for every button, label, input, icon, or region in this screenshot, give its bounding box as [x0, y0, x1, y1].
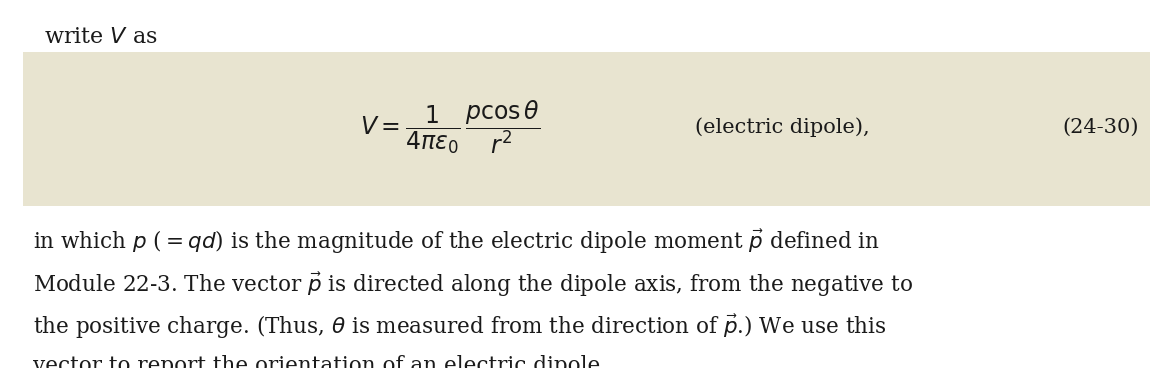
Text: (24-30): (24-30) — [1063, 117, 1139, 137]
Text: vector to report the orientation of an electric dipole.: vector to report the orientation of an e… — [33, 355, 606, 368]
Text: write $\mathit{V}$ as: write $\mathit{V}$ as — [44, 26, 158, 48]
Text: the positive charge. (Thus, $\theta$ is measured from the direction of $\vec{p}$: the positive charge. (Thus, $\theta$ is … — [33, 313, 887, 341]
Text: (electric dipole),: (electric dipole), — [695, 117, 870, 137]
Text: Module 22-3. The vector $\vec{p}$ is directed along the dipole axis, from the ne: Module 22-3. The vector $\vec{p}$ is dir… — [33, 270, 912, 298]
Text: $V = \dfrac{1}{4\pi\varepsilon_0}\,\dfrac{p\cos\theta}{r^2}$: $V = \dfrac{1}{4\pi\varepsilon_0}\,\dfra… — [360, 98, 540, 156]
FancyBboxPatch shape — [23, 52, 1150, 206]
Text: in which $p$ ($= qd$) is the magnitude of the electric dipole moment $\vec{p}$ d: in which $p$ ($= qd$) is the magnitude o… — [33, 228, 880, 256]
